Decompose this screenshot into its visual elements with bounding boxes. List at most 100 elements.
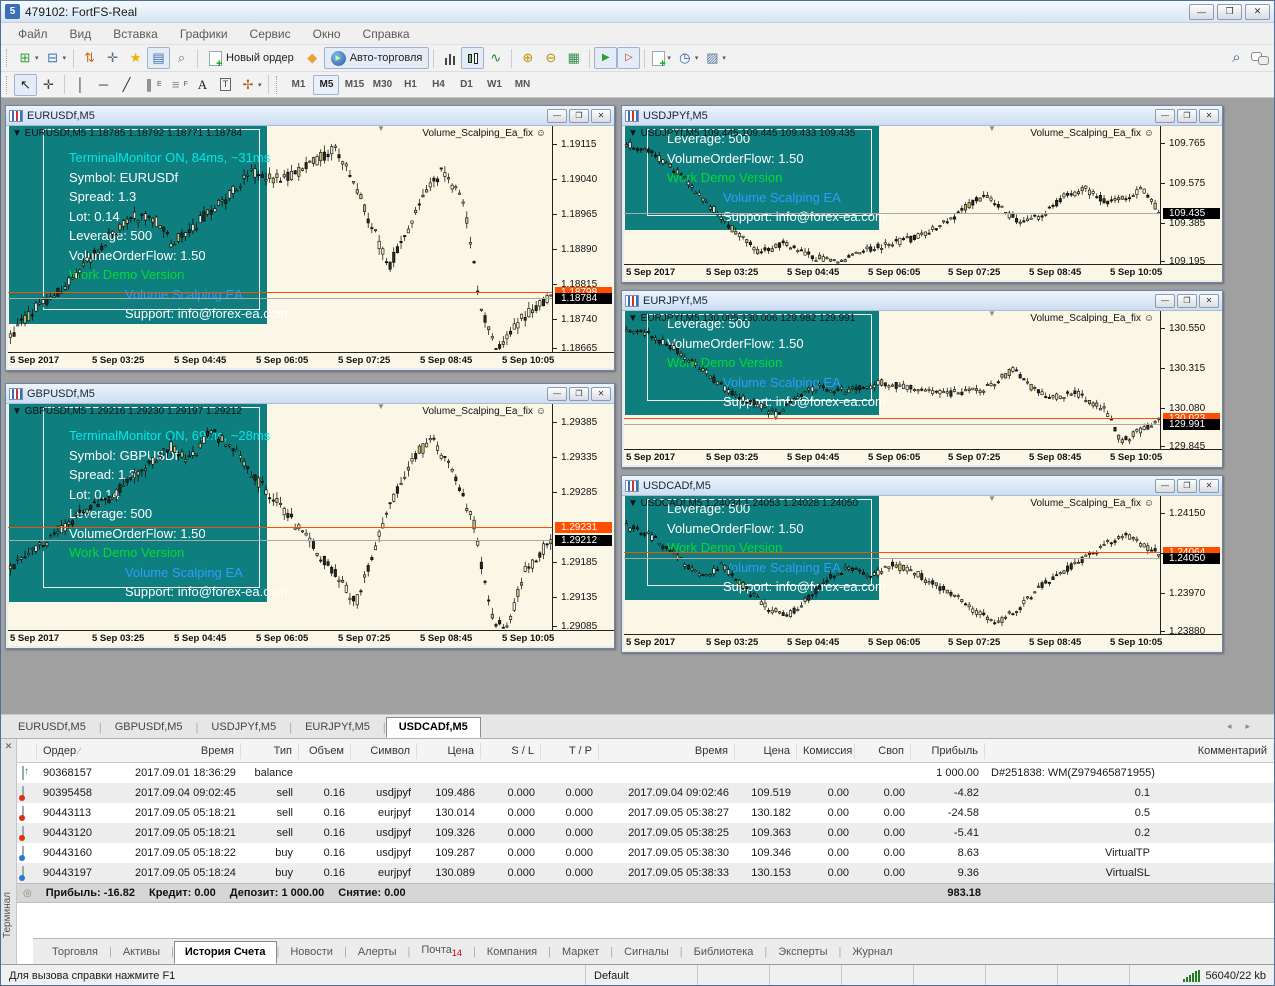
- chart-window-titlebar[interactable]: EURUSDf,M5 — ❐ ✕: [6, 106, 614, 126]
- terminal-close-icon[interactable]: ✕: [4, 741, 13, 751]
- chart-plot-area[interactable]: TerminalMonitor ON, 69ms, ~28ms Symbol: G…: [8, 404, 552, 630]
- arrows-button[interactable]: ✢ ▾: [237, 74, 265, 96]
- horizontal-line-button[interactable]: ─: [92, 74, 115, 96]
- chart-shift-button[interactable]: ▷: [617, 47, 641, 69]
- timeframe-m30[interactable]: M30: [372, 79, 393, 90]
- table-row[interactable]: 90443160 2017.09.05 05:18:22 buy 0.16 usdjpy…: [17, 843, 1274, 863]
- channel-button[interactable]: ∥ E: [138, 74, 165, 96]
- strategy-tester-button[interactable]: ⌕: [170, 47, 193, 69]
- timeframe-m1[interactable]: M1: [291, 79, 306, 90]
- terminal-tab-5[interactable]: Почта14: [421, 943, 462, 958]
- menu-item-6[interactable]: Справка: [362, 26, 410, 41]
- chart-window-titlebar[interactable]: GBPUSDf,M5 — ❐ ✕: [6, 384, 614, 404]
- chart-window-eurusdf-m5[interactable]: EURUSDf,M5 — ❐ ✕ TerminalMonitor ON, 84ms, ~…: [5, 105, 615, 371]
- column-header-0[interactable]: Ордер: [37, 743, 129, 759]
- chart-close-button[interactable]: ✕: [591, 386, 611, 401]
- price-scale[interactable]: 1.241501.240601.239701.238801.240641.240…: [1160, 496, 1222, 637]
- community-button[interactable]: [1248, 47, 1272, 69]
- chart-restore-button[interactable]: ❐: [1177, 293, 1197, 308]
- column-header-10[interactable]: Комиссия: [797, 742, 855, 759]
- zoom-in-button[interactable]: ⊕: [516, 47, 539, 69]
- price-scale[interactable]: 109.765 109.575 109.385 109.195 109.435: [1160, 126, 1222, 267]
- table-row[interactable]: 90443197 2017.09.05 05:18:24 buy 0.16 eurjpy…: [17, 863, 1274, 883]
- cursor-tool-button[interactable]: ↖: [14, 73, 37, 96]
- terminal-tab-0[interactable]: Торговля: [52, 946, 98, 958]
- chart-window-titlebar[interactable]: EURJPYf,M5 — ❐ ✕: [622, 291, 1222, 311]
- chart-close-button[interactable]: ✕: [1199, 478, 1219, 493]
- time-axis[interactable]: 5 Sep 2017 5 Sep 03:25 5 Sep 04:45 5 Sep 06…: [8, 630, 614, 646]
- chart-close-button[interactable]: ✕: [1199, 108, 1219, 123]
- vertical-line-button[interactable]: │: [69, 74, 92, 96]
- tile-windows-button[interactable]: ▦: [562, 47, 585, 69]
- column-header-9[interactable]: Цена: [735, 742, 797, 759]
- chart-restore-button[interactable]: ❐: [569, 108, 589, 123]
- chart-minimize-button[interactable]: —: [547, 386, 567, 401]
- search-button[interactable]: ⌕: [1225, 47, 1248, 69]
- chart-tab-eurusdf-m5[interactable]: EURUSDf,M5: [18, 721, 86, 733]
- column-header-4[interactable]: Символ: [351, 742, 417, 759]
- column-header-3[interactable]: Объем: [299, 742, 351, 759]
- column-header-7[interactable]: T / P: [541, 742, 599, 759]
- text-tool-button[interactable]: A: [191, 74, 214, 96]
- terminal-tab-10[interactable]: Эксперты: [778, 946, 828, 958]
- price-scale[interactable]: 1.29385 1.29335 1.29285 1.29185 1.29135 1.290…: [552, 404, 614, 632]
- chart-minimize-button[interactable]: —: [1155, 108, 1175, 123]
- price-scale[interactable]: 1.19115 1.19040 1.18965 1.18890 1.18815 1.187…: [552, 126, 614, 354]
- chart-restore-button[interactable]: ❐: [1177, 108, 1197, 123]
- terminal-tab-1[interactable]: Активы: [122, 946, 161, 958]
- toolbar-grip[interactable]: [6, 49, 11, 67]
- bar-chart-button[interactable]: [438, 47, 461, 69]
- menu-item-4[interactable]: Сервис: [249, 26, 291, 41]
- zoom-out-button[interactable]: ⊖: [539, 47, 562, 69]
- column-header-1[interactable]: Время: [129, 742, 241, 759]
- terminal-tab-8[interactable]: Сигналы: [624, 946, 669, 958]
- time-axis[interactable]: 5 Sep 2017 5 Sep 03:25 5 Sep 04:45 5 Sep 06…: [624, 449, 1222, 465]
- column-header-11[interactable]: Своп: [855, 742, 911, 759]
- chart-tab-gbpusdf-m5[interactable]: GBPUSDf,M5: [114, 721, 183, 733]
- timeframe-h1[interactable]: H1: [404, 79, 417, 90]
- table-row[interactable]: 90395458 2017.09.04 09:02:45 sell 0.16 usdjp…: [17, 783, 1274, 803]
- chart-plot-area[interactable]: Leverage: 500 VolumeOrderFlow: 1.50 Work D…: [624, 496, 1160, 634]
- profiles-button[interactable]: ⊟ ▾: [42, 47, 70, 69]
- menu-item-0[interactable]: Файл: [18, 26, 48, 41]
- toolbar-grip[interactable]: [276, 75, 281, 94]
- market-watch-button[interactable]: ⇅: [78, 47, 101, 69]
- timeframe-h4[interactable]: H4: [432, 79, 445, 90]
- timeframe-m15[interactable]: M15: [344, 79, 365, 90]
- new-order-button[interactable]: + Новый ордер: [202, 47, 301, 69]
- restore-button[interactable]: ❐: [1217, 3, 1242, 20]
- timeframe-w1[interactable]: W1: [486, 79, 502, 90]
- terminal-tab-7[interactable]: Маркет: [562, 946, 600, 958]
- status-profile[interactable]: Default: [586, 965, 698, 985]
- terminal-tab-9[interactable]: Библиотека: [693, 946, 754, 958]
- column-header-5[interactable]: Цена: [417, 742, 481, 759]
- time-axis[interactable]: 5 Sep 2017 5 Sep 03:25 5 Sep 04:45 5 Sep 06…: [624, 634, 1222, 650]
- chart-plot-area[interactable]: Leverage: 500 VolumeOrderFlow: 1.50 Work D…: [624, 126, 1160, 264]
- column-header-8[interactable]: Время: [599, 742, 735, 759]
- chart-window-titlebar[interactable]: USDCADf,M5 — ❐ ✕: [622, 476, 1222, 496]
- terminal-tab-6[interactable]: Компания: [486, 946, 538, 958]
- chart-close-button[interactable]: ✕: [591, 108, 611, 123]
- metaeditor-button[interactable]: ◆: [301, 47, 324, 69]
- column-header-12[interactable]: Прибыль: [911, 742, 985, 759]
- menu-item-2[interactable]: Вставка: [113, 26, 158, 41]
- menu-item-3[interactable]: Графики: [179, 26, 228, 41]
- timeframe-m5[interactable]: M5: [313, 74, 340, 95]
- chart-window-eurjpyf-m5[interactable]: EURJPYf,M5 — ❐ ✕ Leverage: 500 VolumeOrderFlo…: [621, 290, 1223, 468]
- chart-tab-usdcadf-m5[interactable]: USDCADf,M5: [385, 717, 481, 738]
- timeframe-mn[interactable]: MN: [514, 79, 531, 90]
- terminal-button[interactable]: ▤: [147, 47, 171, 69]
- table-row[interactable]: 90443113 2017.09.05 05:18:21 sell 0.16 eurjp…: [17, 803, 1274, 823]
- terminal-tab-3[interactable]: Новости: [290, 946, 333, 958]
- terminal-tab-11[interactable]: Журнал: [852, 946, 893, 958]
- trendline-button[interactable]: ╱: [115, 74, 138, 96]
- column-header-2[interactable]: Тип: [241, 742, 299, 759]
- timeframe-d1[interactable]: D1: [460, 79, 473, 90]
- chart-plot-area[interactable]: Leverage: 500 VolumeOrderFlow: 1.50 Work D…: [624, 311, 1160, 449]
- data-window-button[interactable]: ✛: [101, 47, 124, 69]
- fibonacci-button[interactable]: ≡ F: [165, 74, 191, 96]
- terminal-tab-4[interactable]: Алерты: [357, 946, 397, 958]
- text-label-button[interactable]: T: [214, 74, 237, 96]
- terminal-tab-2[interactable]: История Счета: [173, 941, 277, 964]
- close-button[interactable]: ✕: [1245, 3, 1270, 20]
